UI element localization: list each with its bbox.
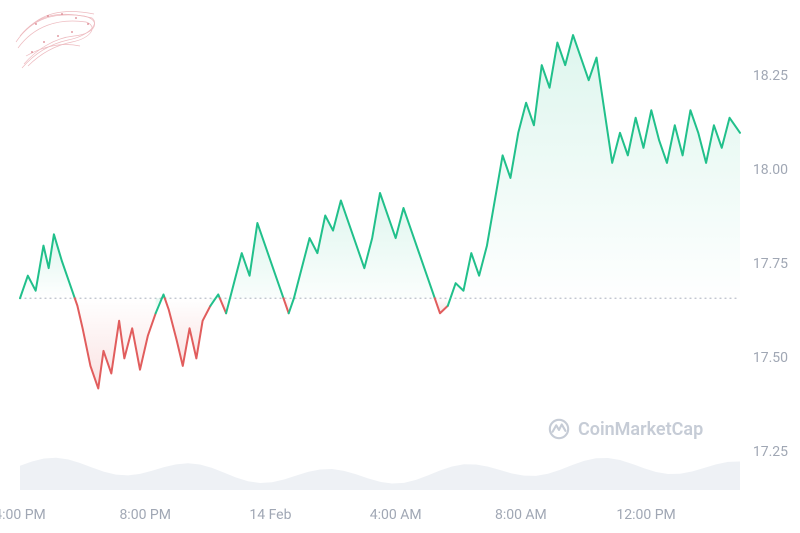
y-tick-label: 17.25 bbox=[753, 444, 788, 460]
y-tick-label: 17.75 bbox=[753, 256, 788, 272]
y-tick-label: 17.50 bbox=[753, 350, 788, 366]
x-tick-label: 4:00 AM bbox=[370, 507, 422, 523]
y-tick-label: 18.00 bbox=[753, 162, 788, 178]
price-chart: CoinMarketCap 17.2517.5017.7518.0018.254… bbox=[0, 0, 800, 533]
volume-band bbox=[20, 458, 740, 490]
x-tick-label: 12:00 PM bbox=[616, 507, 675, 523]
chart-svg bbox=[0, 0, 800, 533]
x-tick-label: 14 Feb bbox=[249, 507, 291, 523]
y-tick-label: 18.25 bbox=[753, 68, 788, 84]
x-tick-label: 4:00 PM bbox=[0, 507, 46, 523]
x-tick-label: 8:00 AM bbox=[495, 507, 547, 523]
x-tick-label: 8:00 PM bbox=[119, 507, 171, 523]
